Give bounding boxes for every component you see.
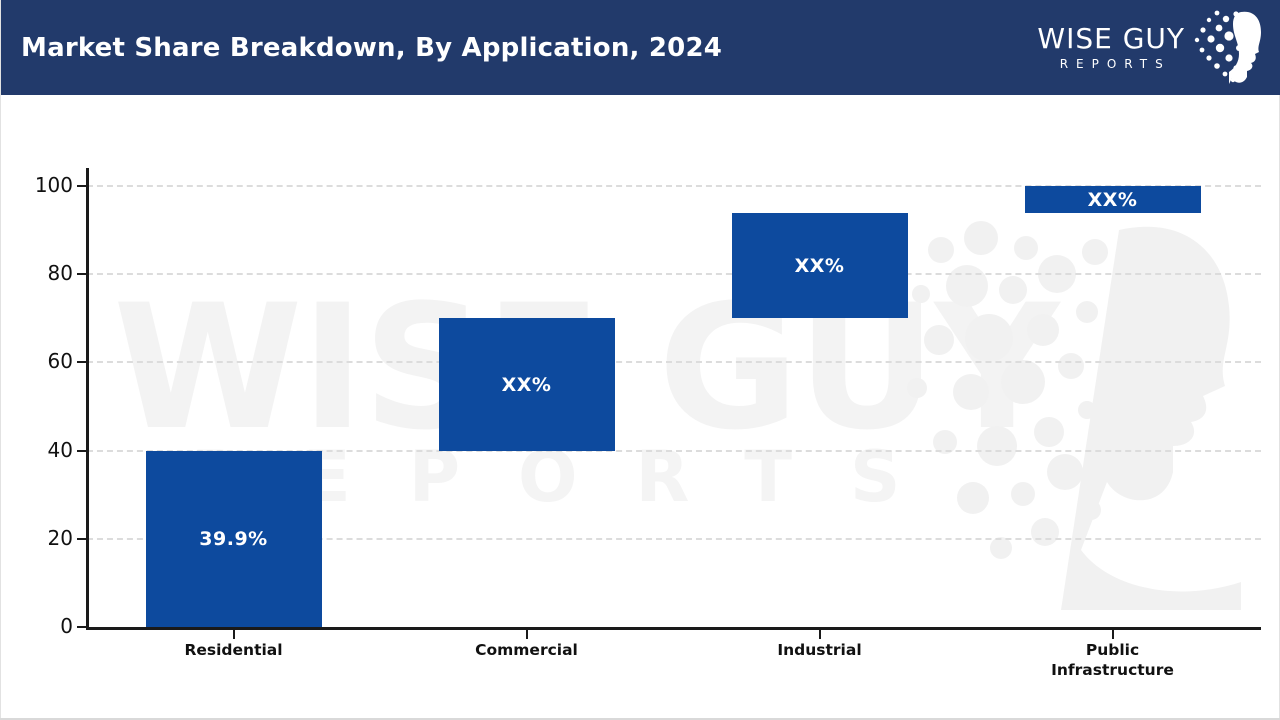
bar-public-infrastructure: XX% <box>1024 186 1201 214</box>
y-tick-label-40: 40 <box>47 437 73 462</box>
gridline-y-40 <box>87 449 1261 452</box>
y-tick-80 <box>77 273 87 276</box>
x-tick-2 <box>525 630 528 639</box>
y-tick-label-80: 80 <box>47 261 73 286</box>
brand-face-dots-icon <box>1194 10 1261 84</box>
y-tick-label-100: 100 <box>34 173 73 197</box>
x-tick-3 <box>818 630 821 639</box>
brand-logo: WISE GUY REPORTS <box>1037 0 1263 95</box>
brand-name: WISE GUY <box>1037 22 1185 55</box>
bar-value-label: XX% <box>501 373 552 396</box>
bar-industrial: XX% <box>731 213 908 319</box>
y-tick-100 <box>77 185 87 187</box>
x-tick-1 <box>232 630 235 639</box>
y-tick-label-20: 20 <box>47 525 73 550</box>
bar-residential: 39.9% <box>145 451 322 627</box>
y-tick-label-0: 0 <box>60 614 73 638</box>
x-tick-4 <box>1111 630 1114 639</box>
category-label-residential: Residential <box>184 641 283 659</box>
bar-commercial: XX% <box>438 318 615 452</box>
bar-value-label: XX% <box>1087 188 1138 211</box>
y-axis-line <box>86 168 89 629</box>
bar-value-label: 39.9% <box>199 528 268 550</box>
watermark-face-dots-icon <box>907 221 1241 610</box>
gridline-y-100 <box>87 185 1261 187</box>
category-label-public-infrastructure: Public Infrastructure <box>1051 641 1174 680</box>
x-axis-line <box>86 627 1261 630</box>
y-tick-0 <box>77 626 87 628</box>
brand-subname: REPORTS <box>1059 57 1171 71</box>
category-label-industrial: Industrial <box>777 641 862 659</box>
y-tick-label-60: 60 <box>47 349 73 374</box>
y-tick-60 <box>77 361 87 364</box>
watermark-face-profile <box>1061 226 1241 610</box>
y-tick-40 <box>77 449 87 452</box>
brand-logo-text: WISE GUY REPORTS <box>1037 22 1185 71</box>
y-tick-20 <box>77 537 87 540</box>
gridline-y-20 <box>87 537 1261 540</box>
category-label-commercial: Commercial <box>475 641 578 659</box>
gridline-y-80 <box>87 273 1261 276</box>
bar-value-label: XX% <box>794 254 845 277</box>
chart-title: Market Share Breakdown, By Application, … <box>21 32 723 63</box>
gridline-y-60 <box>87 361 1261 364</box>
header-bar: Market Share Breakdown, By Application, … <box>1 0 1280 95</box>
